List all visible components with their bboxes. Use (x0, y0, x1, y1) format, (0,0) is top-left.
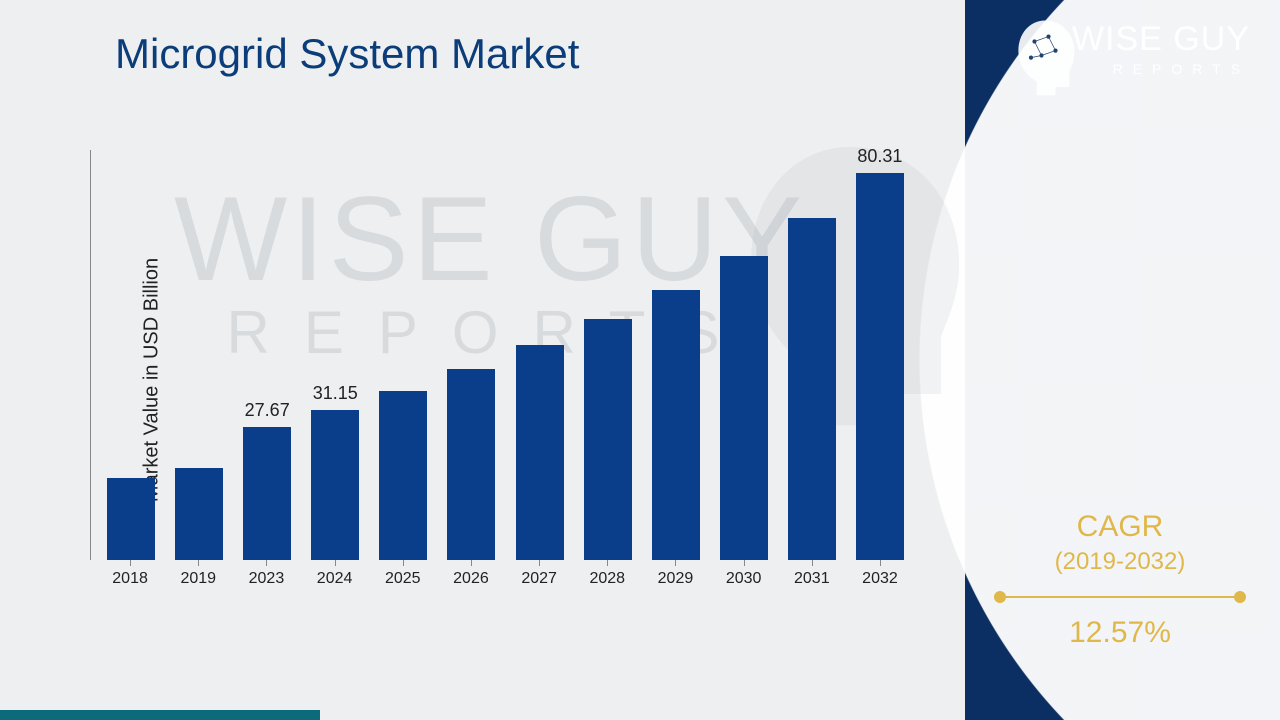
bar-value-label: 27.67 (245, 400, 290, 421)
cagr-period: (2019-2032) (990, 548, 1250, 576)
bar (516, 345, 564, 560)
bottom-accent-bar (0, 710, 320, 720)
bar (788, 218, 836, 560)
x-tick-label: 2029 (641, 570, 709, 588)
bar-slot (778, 150, 846, 560)
logo-line2: REPORTS (1072, 61, 1250, 77)
cagr-value: 12.57% (990, 616, 1250, 650)
page-title: Microgrid System Market (115, 30, 579, 78)
bar-slot (574, 150, 642, 560)
cagr-block: CAGR (2019-2032) 12.57% (990, 510, 1250, 650)
x-tick-label: 2030 (710, 570, 778, 588)
logo-head-icon (1010, 14, 1080, 104)
bar (175, 468, 223, 560)
bar: 80.31 (856, 173, 904, 560)
bar (584, 319, 632, 560)
x-tick: 2027 (505, 560, 573, 600)
bar (652, 290, 700, 560)
bar: 31.15 (311, 410, 359, 560)
x-tick-label: 2023 (232, 570, 300, 588)
x-tick-label: 2025 (369, 570, 437, 588)
x-tick-label: 2031 (778, 570, 846, 588)
bar-slot (97, 150, 165, 560)
x-tick: 2023 (232, 560, 300, 600)
x-tick-label: 2028 (573, 570, 641, 588)
bar-slot (369, 150, 437, 560)
bar (720, 256, 768, 560)
x-tick: 2030 (710, 560, 778, 600)
x-tick-label: 2024 (301, 570, 369, 588)
cagr-label: CAGR (990, 510, 1250, 544)
bar (447, 369, 495, 560)
x-tick-label: 2018 (96, 570, 164, 588)
x-tick: 2025 (369, 560, 437, 600)
x-tick-label: 2032 (846, 570, 914, 588)
bar-slot (505, 150, 573, 560)
x-tick: 2019 (164, 560, 232, 600)
page-root: WISE GUY REPORTS Microgrid System Market… (0, 0, 1280, 720)
x-tick: 2026 (437, 560, 505, 600)
bar-value-label: 31.15 (313, 383, 358, 404)
bar-slot (642, 150, 710, 560)
bar (107, 478, 155, 560)
bar-slot: 27.67 (233, 150, 301, 560)
bar-slot (437, 150, 505, 560)
bar-value-label: 80.31 (857, 146, 902, 167)
x-tick: 2031 (778, 560, 846, 600)
bars-container: 27.67 31.15 80.31 (91, 150, 920, 560)
bar-slot: 80.31 (846, 150, 914, 560)
bar: 27.67 (243, 427, 291, 560)
x-tick: 2018 (96, 560, 164, 600)
bar-chart: Market Value in USD Billion 27.6731.1580… (40, 150, 920, 610)
bar (379, 391, 427, 560)
x-tick-label: 2026 (437, 570, 505, 588)
cagr-divider (1000, 596, 1240, 598)
plot-area: 27.67 31.15 80.31 (90, 150, 920, 560)
x-tick: 2032 (846, 560, 914, 600)
x-axis: 2018201920232024202520262027202820292030… (90, 560, 920, 600)
x-tick: 2024 (301, 560, 369, 600)
logo-line1: WISE GUY (1072, 20, 1250, 59)
bar-slot (165, 150, 233, 560)
brand-logo: WISE GUY REPORTS (1072, 20, 1250, 77)
bar-slot (710, 150, 778, 560)
bar-slot: 31.15 (301, 150, 369, 560)
x-tick: 2028 (573, 560, 641, 600)
x-tick-label: 2019 (164, 570, 232, 588)
x-tick-label: 2027 (505, 570, 573, 588)
x-tick: 2029 (641, 560, 709, 600)
